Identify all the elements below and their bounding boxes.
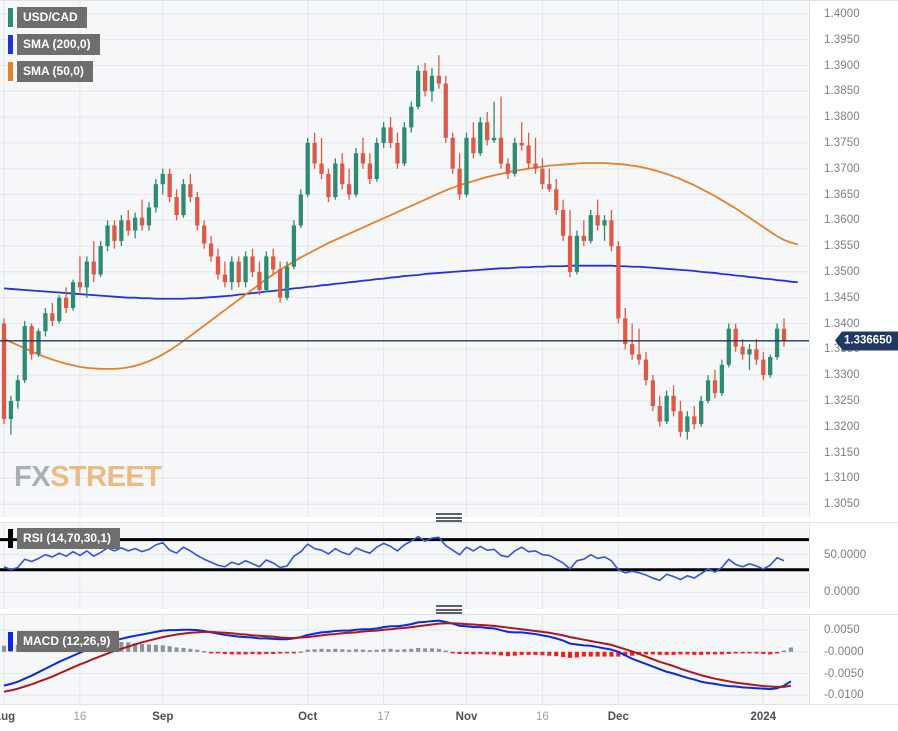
rsi-panel[interactable]: 50.0000 0.0000 RSI (14,70,30,1): [0, 522, 898, 609]
price-y-tick: 1.3100: [824, 472, 860, 485]
legend-label-sma200: SMA (200,0): [17, 34, 100, 55]
price-badge-value: 1.336650: [842, 331, 898, 351]
time-axis-tick: 17: [377, 711, 390, 723]
macd-y-tick: -0.0050: [824, 667, 864, 680]
current-price-badge[interactable]: 1.336650: [835, 331, 898, 351]
macd-y-tick: 0.0050: [824, 624, 860, 637]
price-y-tick: 1.3400: [824, 317, 860, 330]
price-y-tick: 1.3550: [824, 240, 860, 253]
price-svg: [0, 1, 810, 517]
macd-y-axis[interactable]: 0.0050 -0.0000 -0.0050 -0.0100: [809, 615, 898, 706]
price-y-tick: 1.3150: [824, 446, 860, 459]
time-axis-tick: Aug: [0, 711, 16, 723]
rsi-y-tick: 50.0000: [824, 548, 867, 561]
time-axis-tick: Dec: [607, 711, 629, 723]
time-axis-tick: Nov: [455, 711, 478, 723]
legend-swatch-usdcad: [8, 8, 13, 27]
price-y-tick: 1.3950: [824, 33, 860, 46]
rsi-y-tick: 0.0000: [824, 586, 860, 599]
time-axis-tick: Oct: [298, 711, 318, 723]
price-y-tick: 1.3200: [824, 420, 860, 433]
legend-label-usdcad: USD/CAD: [17, 7, 87, 28]
macd-plot-area[interactable]: [0, 615, 898, 706]
time-axis-tick: Sep: [152, 711, 174, 723]
legend-rsi[interactable]: RSI (14,70,30,1): [8, 528, 121, 549]
time-axis-tick: 16: [535, 711, 549, 723]
rsi-y-axis[interactable]: 50.0000 0.0000: [809, 523, 898, 609]
panel-resize-handle-macd[interactable]: [436, 605, 462, 614]
macd-y-tick: -0.0100: [824, 689, 864, 702]
legend-swatch-rsi: [8, 529, 13, 548]
legend-sma50[interactable]: SMA (50,0): [8, 61, 93, 82]
legend-macd[interactable]: MACD (12,26,9): [8, 631, 120, 652]
macd-panel[interactable]: 0.0050 -0.0000 -0.0050 -0.0100 MACD (12,26,…: [0, 614, 898, 706]
price-badge-arrow: [835, 331, 843, 350]
macd-svg: [0, 615, 810, 706]
price-y-tick: 1.3050: [824, 498, 860, 511]
legend-swatch-sma50: [8, 62, 13, 81]
price-y-tick: 1.3750: [824, 136, 860, 149]
time-axis-tick: 16: [73, 711, 87, 723]
price-plot-area[interactable]: [0, 1, 898, 517]
rsi-plot-area[interactable]: [0, 523, 898, 609]
time-axis[interactable]: Aug 16 Sep Oct 17 Nov 16 Dec 2024: [0, 704, 898, 731]
legend-swatch-sma200: [8, 35, 13, 54]
price-y-tick: 1.3800: [824, 111, 860, 124]
price-y-tick: 1.4000: [824, 7, 860, 20]
price-y-axis[interactable]: 1.4000 1.3950 1.3900 1.3850 1.3800 1.3750 1.37…: [809, 1, 898, 517]
legend-label-rsi: RSI (14,70,30,1): [17, 528, 121, 549]
legend-swatch-macd: [8, 632, 13, 651]
price-panel[interactable]: 1.4000 1.3950 1.3900 1.3850 1.3800 1.3750 1.37…: [0, 0, 898, 517]
price-y-tick: 1.3650: [824, 188, 860, 201]
legend-usdcad[interactable]: USD/CAD: [8, 7, 87, 28]
price-y-tick: 1.3300: [824, 369, 860, 382]
price-y-tick: 1.3600: [824, 214, 860, 227]
watermark-fx: FX: [14, 461, 51, 493]
time-axis-tick: 2024: [750, 711, 777, 723]
price-y-tick: 1.3900: [824, 59, 860, 72]
macd-y-tick: -0.0000: [824, 645, 864, 658]
fxstreet-watermark: FXSTREET: [14, 461, 162, 494]
legend-label-macd: MACD (12,26,9): [17, 631, 120, 652]
price-y-tick: 1.3500: [824, 265, 860, 278]
rsi-svg: [0, 523, 810, 609]
legend-sma200[interactable]: SMA (200,0): [8, 34, 100, 55]
price-y-tick: 1.3850: [824, 85, 860, 98]
price-y-tick: 1.3250: [824, 394, 860, 407]
panel-resize-handle-rsi[interactable]: [436, 513, 462, 522]
price-y-tick: 1.3700: [824, 162, 860, 175]
legend-label-sma50: SMA (50,0): [17, 61, 93, 82]
watermark-street: STREET: [50, 461, 162, 493]
price-y-tick: 1.3450: [824, 291, 860, 304]
